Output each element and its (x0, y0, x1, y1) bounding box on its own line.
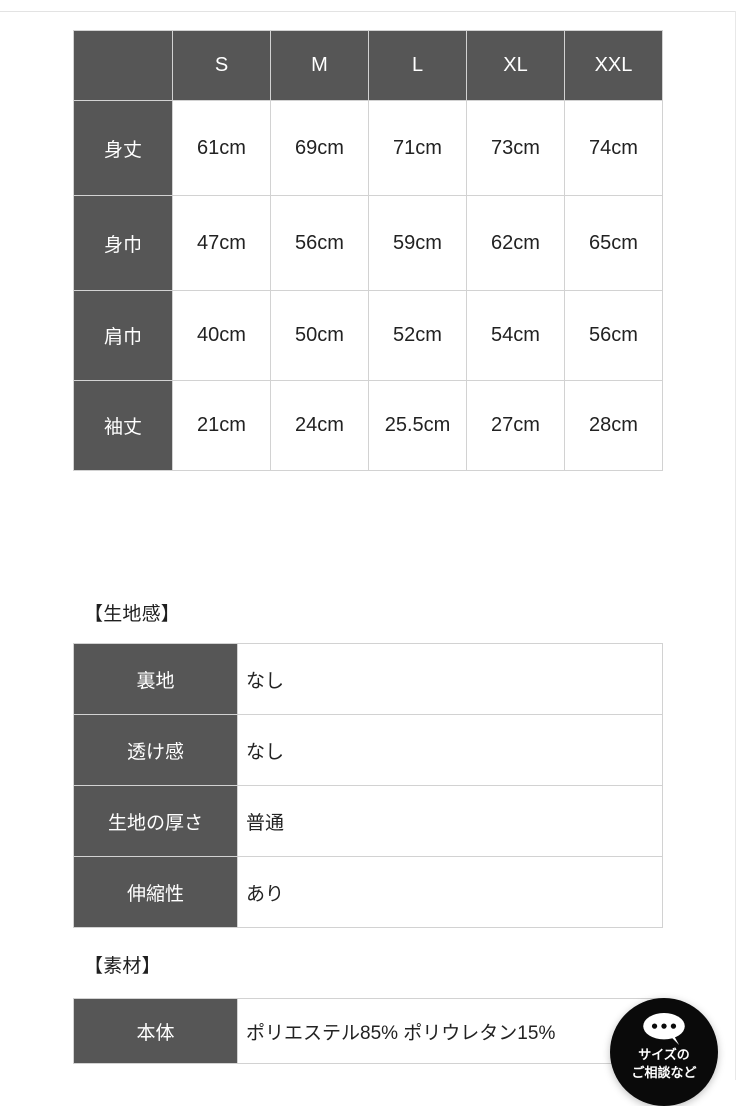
size-row-label-body-length: 身丈 (73, 100, 173, 196)
table-row: 裏地 なし (73, 643, 663, 715)
size-cell-body-length-l: 71cm (368, 100, 467, 196)
table-row: 身巾 47cm 56cm 59cm 62cm 65cm (73, 195, 663, 291)
fabric-spec-table: 裏地 なし 透け感 なし 生地の厚さ 普通 伸縮性 あり (73, 643, 663, 928)
size-column-header-xxl: XXL (564, 30, 663, 101)
table-row: 身丈 61cm 69cm 71cm 73cm 74cm (73, 100, 663, 196)
chat-caption-line2: ご相談など (631, 1066, 697, 1081)
material-row-label-main-body: 本体 (73, 998, 238, 1064)
table-row: 伸縮性 あり (73, 856, 663, 928)
size-cell-shoulder-width-m: 50cm (270, 290, 369, 381)
size-cell-body-length-m: 69cm (270, 100, 369, 196)
size-cell-body-width-s: 47cm (172, 195, 271, 291)
size-cell-body-length-s: 61cm (172, 100, 271, 196)
size-column-header-s: S (172, 30, 271, 101)
size-cell-shoulder-width-s: 40cm (172, 290, 271, 381)
size-chart-table: S M L XL XXL 身丈 61cm 69cm 71cm 73cm 74cm… (73, 30, 663, 471)
fabric-row-value-sheerness: なし (237, 714, 663, 786)
size-cell-body-width-xl: 62cm (466, 195, 565, 291)
size-consultation-chat-button[interactable]: サイズの ご相談など (610, 998, 718, 1106)
fabric-row-value-lining: なし (237, 643, 663, 715)
material-spec-table: 本体 ポリエステル85% ポリウレタン15% (73, 998, 663, 1064)
speech-bubble-icon (643, 1012, 685, 1046)
size-cell-body-width-xxl: 65cm (564, 195, 663, 291)
size-cell-body-width-m: 56cm (270, 195, 369, 291)
size-cell-body-length-xl: 73cm (466, 100, 565, 196)
fabric-row-value-thickness: 普通 (237, 785, 663, 857)
size-cell-sleeve-length-xl: 27cm (466, 380, 565, 471)
chat-caption-line1: サイズの (638, 1048, 690, 1063)
fabric-row-label-lining: 裏地 (73, 643, 238, 715)
fabric-row-label-stretch: 伸縮性 (73, 856, 238, 928)
size-cell-shoulder-width-xxl: 56cm (564, 290, 663, 381)
size-row-label-shoulder-width: 肩巾 (73, 290, 173, 381)
table-row: 本体 ポリエステル85% ポリウレタン15% (73, 998, 663, 1064)
size-chart-corner-cell (73, 30, 173, 101)
fabric-section-heading: 【生地感】 (84, 604, 181, 625)
size-row-label-sleeve-length: 袖丈 (73, 380, 173, 471)
size-column-header-m: M (270, 30, 369, 101)
size-cell-body-length-xxl: 74cm (564, 100, 663, 196)
fabric-row-label-thickness: 生地の厚さ (73, 785, 238, 857)
material-section-heading: 【素材】 (84, 956, 161, 977)
top-divider (0, 11, 736, 12)
size-cell-sleeve-length-l: 25.5cm (368, 380, 467, 471)
material-row-value-main-body: ポリエステル85% ポリウレタン15% (237, 998, 663, 1064)
table-row: 透け感 なし (73, 714, 663, 786)
size-cell-sleeve-length-xxl: 28cm (564, 380, 663, 471)
size-cell-sleeve-length-s: 21cm (172, 380, 271, 471)
size-cell-sleeve-length-m: 24cm (270, 380, 369, 471)
size-column-header-l: L (368, 30, 467, 101)
size-row-label-body-width: 身巾 (73, 195, 173, 291)
size-cell-body-width-l: 59cm (368, 195, 467, 291)
table-row: 生地の厚さ 普通 (73, 785, 663, 857)
product-spec-page: S M L XL XXL 身丈 61cm 69cm 71cm 73cm 74cm… (0, 11, 736, 1106)
table-row: 肩巾 40cm 50cm 52cm 54cm 56cm (73, 290, 663, 381)
fabric-row-label-sheerness: 透け感 (73, 714, 238, 786)
table-row: 袖丈 21cm 24cm 25.5cm 27cm 28cm (73, 380, 663, 471)
size-cell-shoulder-width-l: 52cm (368, 290, 467, 381)
size-column-header-xl: XL (466, 30, 565, 101)
size-cell-shoulder-width-xl: 54cm (466, 290, 565, 381)
size-chart-header-row: S M L XL XXL (73, 30, 663, 101)
fabric-row-value-stretch: あり (237, 856, 663, 928)
